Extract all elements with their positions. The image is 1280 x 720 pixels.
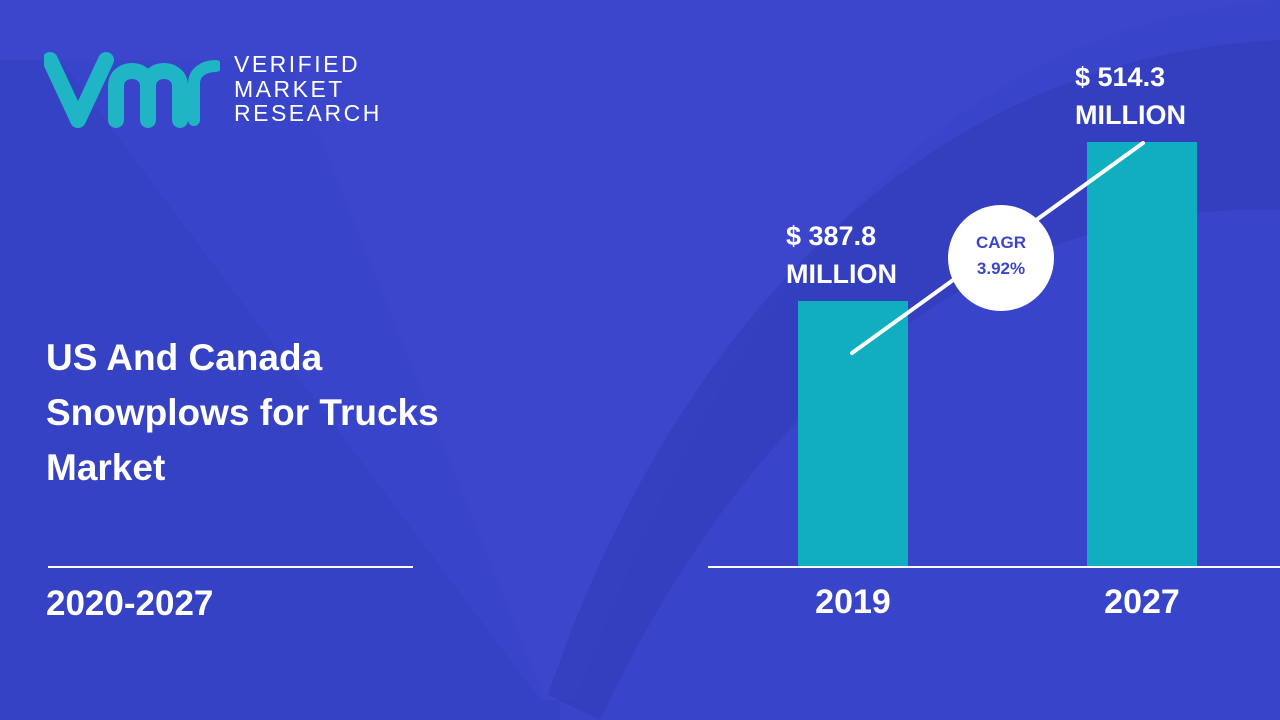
- bar-2027: [1087, 142, 1197, 567]
- title-line-1: US And Canada: [46, 337, 323, 378]
- x-tick-2027: 2027: [1104, 583, 1180, 621]
- title-divider: [48, 566, 413, 568]
- forecast-period: 2020-2027: [46, 584, 214, 623]
- logo-line-research: RESEARCH: [234, 100, 382, 126]
- report-title: US And Canada Snowplows for Trucks Marke…: [46, 330, 516, 495]
- value-label-2019-amount: $ 387.8: [786, 221, 876, 251]
- vmr-logo: VERIFIED MARKET RESEARCH: [44, 48, 382, 128]
- bar-2019: [798, 301, 908, 567]
- x-tick-2019: 2019: [815, 583, 891, 621]
- value-label-2027-unit: MILLION: [1075, 100, 1186, 130]
- logo-line-verified: VERIFIED: [234, 51, 361, 77]
- logo-line-market: MARKET: [234, 75, 345, 102]
- cagr-badge: [948, 205, 1054, 311]
- title-line-3: Market: [46, 447, 166, 488]
- cagr-value: 3.92%: [977, 259, 1025, 278]
- title-line-2: Snowplows for Trucks: [46, 392, 439, 433]
- value-label-2027-amount: $ 514.3: [1075, 62, 1165, 92]
- logo-text: VERIFIED MARKET RESEARCH: [234, 52, 382, 126]
- value-label-2019-unit: MILLION: [786, 259, 897, 289]
- cagr-label: CAGR: [976, 233, 1026, 252]
- vmr-logo-mark-icon: [44, 52, 220, 128]
